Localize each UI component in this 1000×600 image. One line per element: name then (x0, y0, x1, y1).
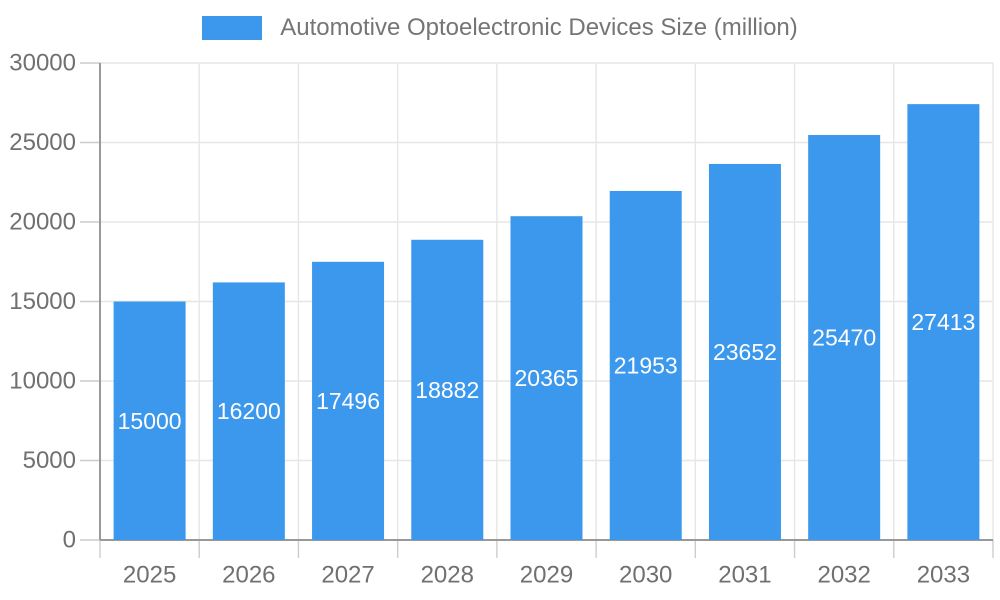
y-tick-label: 15000 (9, 288, 76, 315)
y-tick-label: 20000 (9, 209, 76, 236)
bar-value-label: 27413 (911, 309, 975, 335)
bar-2026[interactable] (212, 282, 285, 540)
x-tick-label: 2030 (619, 562, 672, 589)
bar-value-label: 18882 (415, 377, 479, 403)
bar-value-label: 15000 (118, 408, 182, 434)
x-tick-label: 2025 (123, 562, 176, 589)
bar-2032[interactable] (808, 135, 881, 541)
bar-2031[interactable] (708, 163, 781, 540)
y-tick-label: 5000 (23, 447, 76, 474)
x-tick-label: 2031 (718, 562, 771, 589)
bar-value-label: 16200 (217, 398, 281, 424)
bar-2030[interactable] (609, 190, 682, 540)
bar-2025[interactable] (113, 301, 186, 541)
bar-value-label: 21953 (614, 352, 678, 378)
bar-2033[interactable] (907, 104, 980, 540)
x-tick-label: 2027 (321, 562, 374, 589)
x-tick-label: 2029 (520, 562, 573, 589)
legend[interactable]: Automotive Optoelectronic Devices Size (… (0, 16, 1000, 40)
bar-2028[interactable] (411, 239, 484, 541)
bar-value-label: 20365 (515, 365, 579, 391)
x-tick-label: 2033 (917, 562, 970, 589)
y-tick-label: 0 (63, 527, 76, 554)
y-tick-label: 10000 (9, 368, 76, 395)
legend-label: Automotive Optoelectronic Devices Size (… (280, 14, 798, 41)
bar-value-label: 23652 (713, 339, 777, 365)
bar-value-label: 25470 (812, 325, 876, 351)
bar-value-label: 17496 (316, 388, 380, 414)
y-tick-label: 25000 (9, 129, 76, 156)
bar-2029[interactable] (510, 216, 583, 540)
legend-swatch (202, 16, 263, 40)
x-tick-label: 2028 (421, 562, 474, 589)
x-tick-label: 2032 (817, 562, 870, 589)
y-tick-label: 30000 (9, 50, 76, 77)
bar-2027[interactable] (312, 261, 385, 540)
x-tick-label: 2026 (222, 562, 275, 589)
